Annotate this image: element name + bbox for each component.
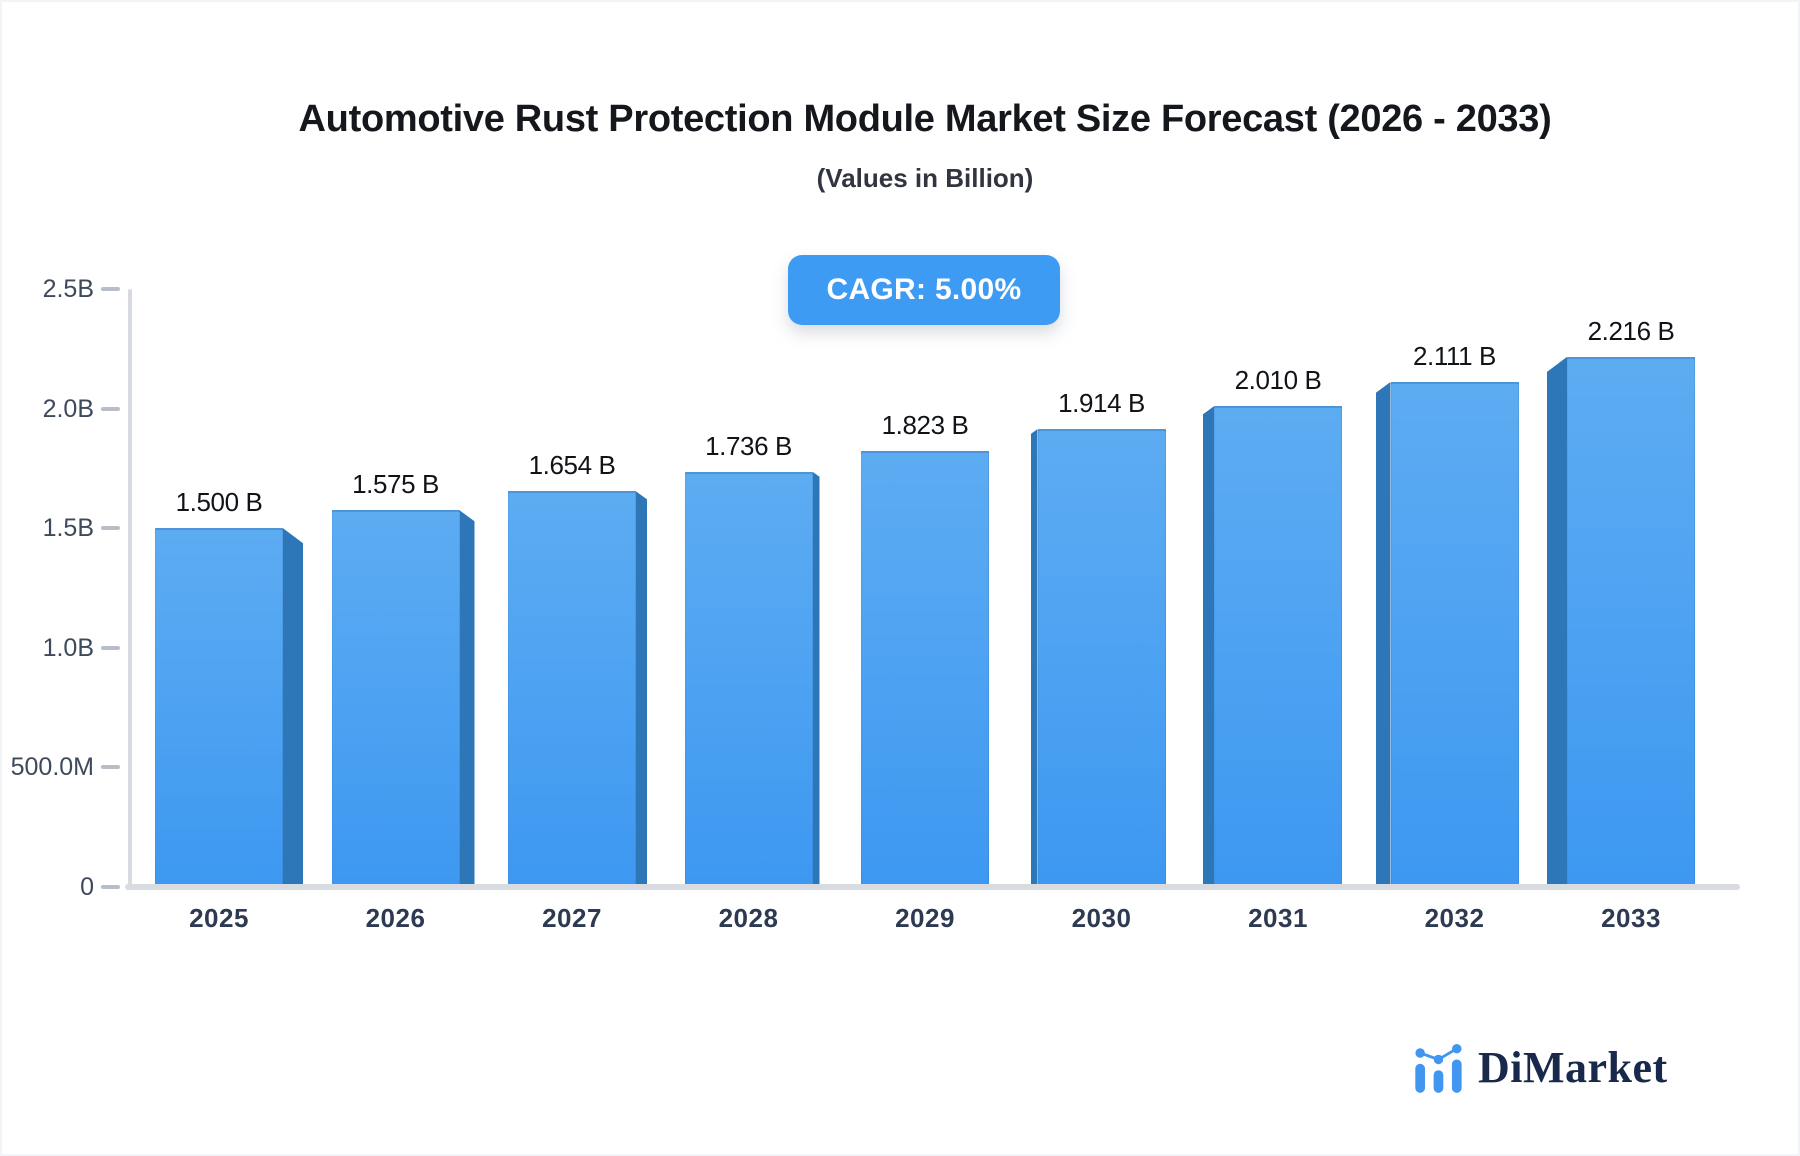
- y-axis-tick: [101, 885, 120, 889]
- bar: [331, 510, 460, 889]
- dimarket-logo: DiMarket: [1412, 1036, 1668, 1098]
- y-axis-label: 500.0M: [10, 753, 94, 782]
- bar-3d-side: [1030, 429, 1038, 889]
- y-axis-label: 1.5B: [42, 514, 94, 543]
- cagr-badge-label: CAGR: 5.00%: [826, 273, 1022, 306]
- bar: [861, 450, 989, 889]
- x-axis-label: 2030: [1071, 903, 1132, 933]
- x-axis-label: 2029: [895, 903, 955, 933]
- x-axis-baseline: [125, 884, 1740, 890]
- x-axis-label: 2026: [365, 903, 426, 933]
- bar-value-label: 1.736 B: [705, 430, 792, 461]
- y-axis-tick: [101, 526, 120, 531]
- bar-value-label: 1.500 B: [175, 487, 263, 518]
- bar-3d-side: [1375, 382, 1391, 889]
- bar-value-label: 2.111 B: [1413, 341, 1496, 372]
- y-axis-label: 2.0B: [42, 394, 94, 423]
- bar-value-label: 1.914 B: [1058, 388, 1145, 419]
- x-axis-label: 2032: [1424, 903, 1485, 933]
- bar: [1567, 356, 1695, 889]
- bar-3d-side: [1203, 406, 1214, 889]
- y-axis-label: 1.0B: [42, 633, 94, 662]
- page-title: Automotive Rust Protection Module Market…: [298, 98, 1552, 140]
- x-axis-label: 2028: [718, 903, 779, 933]
- x-axis-label: 2031: [1248, 903, 1308, 933]
- y-axis-tick: [101, 406, 120, 411]
- bar-3d-side: [636, 491, 647, 889]
- bar: [1037, 429, 1166, 889]
- y-axis-line: [128, 289, 132, 887]
- bar: [684, 471, 813, 889]
- dimarket-logo-text: DiMarket: [1478, 1042, 1668, 1092]
- bar-value-label: 2.010 B: [1234, 365, 1322, 396]
- bar-value-label: 1.575 B: [352, 469, 439, 500]
- x-axis-label: 2027: [542, 903, 602, 933]
- y-axis-tick: [101, 645, 120, 650]
- bar: [1390, 382, 1519, 889]
- bar: [508, 491, 636, 889]
- bar-3d-side: [459, 510, 475, 889]
- cagr-badge: CAGR: 5.00%: [788, 255, 1060, 325]
- bar: [1214, 406, 1342, 889]
- bar-value-label: 1.823 B: [881, 409, 969, 440]
- y-axis-tick: [101, 765, 120, 770]
- y-axis-tick: [101, 287, 120, 291]
- bar-value-label: 2.216 B: [1587, 315, 1675, 346]
- bar-3d-side: [812, 471, 820, 889]
- y-axis-label: 0: [80, 873, 94, 901]
- page-subtitle: (Values in Billion): [816, 163, 1034, 193]
- bar-3d-side: [283, 528, 303, 889]
- bar: [155, 528, 283, 889]
- bar-value-label: 1.654 B: [528, 450, 616, 481]
- bar-3d-side: [1547, 356, 1567, 889]
- x-axis-label: 2025: [189, 903, 249, 933]
- bar-chart-logo-icon: [1415, 1043, 1462, 1093]
- y-axis-label: 2.5B: [42, 275, 94, 303]
- x-axis-label: 2033: [1601, 903, 1661, 933]
